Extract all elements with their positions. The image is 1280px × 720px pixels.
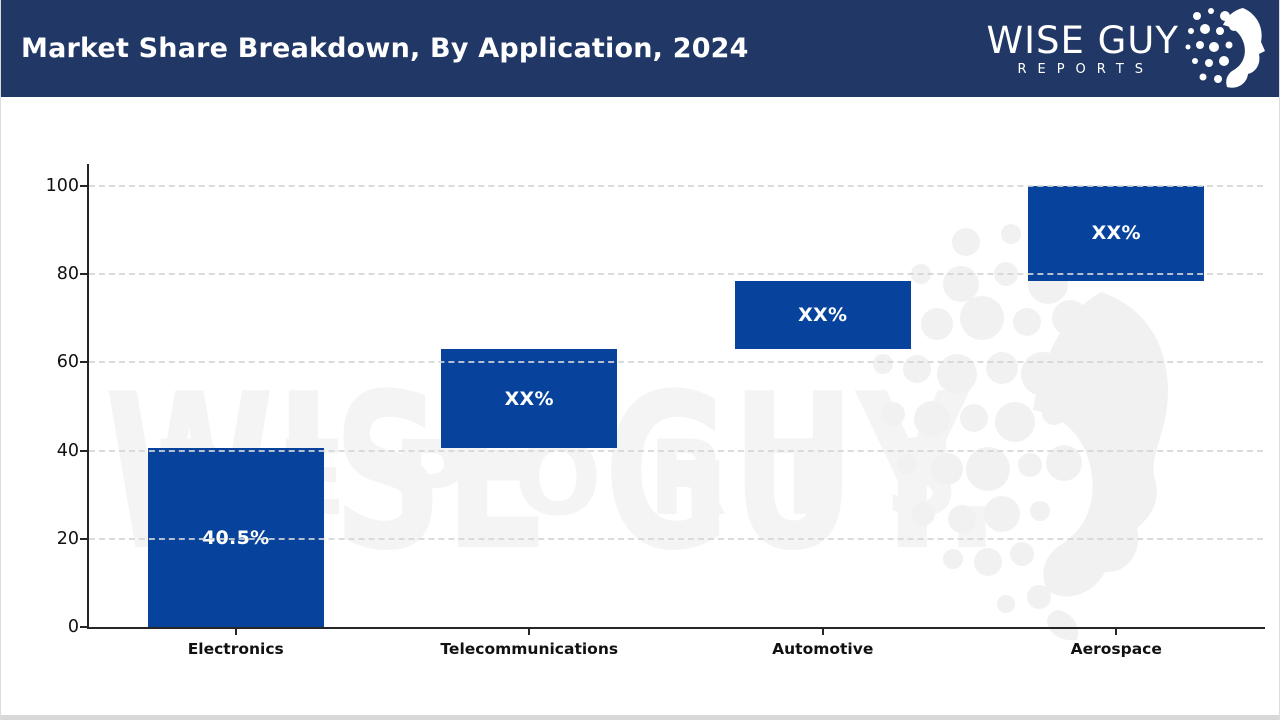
bar: XX% — [441, 349, 618, 449]
x-tick-mark — [821, 629, 824, 635]
y-tick-mark — [80, 361, 87, 364]
logo-wordmark: WISE GUY — [986, 18, 1179, 62]
y-axis-ticks — [1, 185, 87, 628]
y-tick-mark — [80, 273, 87, 276]
bar: XX% — [1028, 186, 1205, 281]
chart-area: WISE GUY. REPORTS 40.5% XX% XX% XX% 0 20 40 60… — [1, 97, 1279, 715]
chart-title: Market Share Breakdown, By Application, … — [21, 33, 749, 64]
y-tick-label: 40 — [56, 440, 79, 461]
watermark-face-icon — [873, 224, 1168, 641]
y-tick-label: 0 — [67, 617, 79, 637]
y-tick-mark — [80, 537, 87, 540]
y-tick-label: 60 — [56, 352, 79, 373]
bar-value-label: 40.5% — [202, 526, 270, 549]
wiseguy-logo: WISE GUY REPORTS — [987, 4, 1265, 94]
y-tick-label: 20 — [56, 528, 79, 549]
header: Market Share Breakdown, By Application, … — [1, 0, 1279, 97]
x-category-label: Aerospace — [1070, 640, 1162, 658]
y-tick-label: 80 — [56, 264, 79, 285]
x-tick-mark — [234, 629, 237, 635]
x-axis-line — [87, 627, 1265, 629]
x-axis-ticks — [89, 629, 1263, 635]
y-axis-line — [87, 164, 89, 629]
x-category-label: Automotive — [772, 640, 874, 658]
y-tick-label: 100 — [45, 176, 79, 196]
footer-strip — [1, 715, 1279, 720]
bar: 40.5% — [147, 448, 324, 627]
y-tick-mark — [80, 185, 87, 187]
y-tick-mark — [80, 626, 87, 628]
plot-area: 40.5% XX% XX% XX% — [89, 186, 1263, 627]
bar-value-label: XX% — [504, 387, 554, 410]
logo-text: WISE GUY REPORTS — [987, 22, 1179, 76]
bar-value-label: XX% — [798, 304, 848, 326]
logo-subtitle: REPORTS — [1017, 61, 1155, 77]
x-tick-mark — [1115, 629, 1118, 635]
x-category-label: Electronics — [187, 640, 284, 658]
x-tick-mark — [528, 629, 531, 635]
y-tick-mark — [80, 449, 87, 452]
y-axis-labels: 0 20 40 60 80 100 — [1, 176, 79, 637]
bar-value-label: XX% — [1091, 222, 1141, 245]
bar: XX% — [734, 280, 911, 350]
x-category-label: Telecommunications — [440, 640, 619, 658]
logo-face-icon — [1185, 7, 1265, 88]
